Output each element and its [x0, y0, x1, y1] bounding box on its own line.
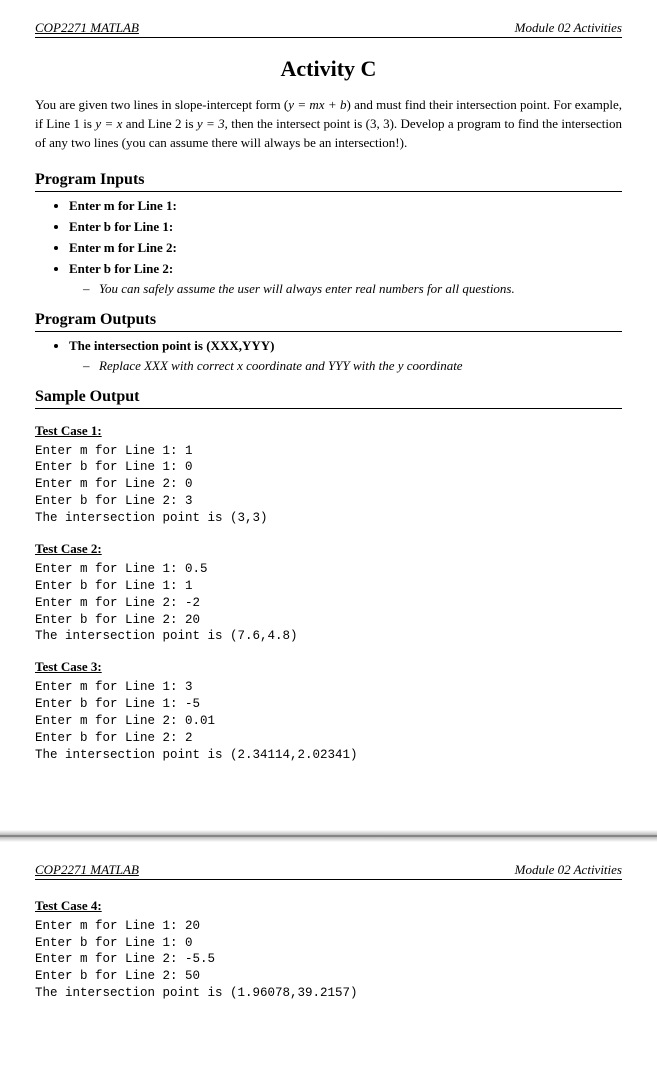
intro-eq-1: y = mx + b — [288, 97, 346, 112]
page-header-2: COP2271 MATLAB Module 02 Activities — [35, 862, 622, 880]
input-item-4-label: Enter b for Line 2: — [69, 261, 173, 276]
tc3-body: Enter m for Line 1: 3 Enter b for Line 1… — [35, 679, 622, 763]
page-1: COP2271 MATLAB Module 02 Activities Acti… — [0, 0, 657, 800]
intro-text-3: and Line 2 is — [122, 116, 197, 131]
tc1-heading: Test Case 1: — [35, 423, 622, 439]
intro-text-1: You are given two lines in slope-interce… — [35, 97, 288, 112]
section-program-outputs: Program Outputs — [35, 311, 622, 332]
header-course: COP2271 MATLAB — [35, 20, 139, 36]
header-module-2: Module 02 Activities — [515, 862, 622, 878]
page-header: COP2271 MATLAB Module 02 Activities — [35, 20, 622, 38]
outputs-note-list: Replace XXX with correct x coordinate an… — [69, 358, 622, 374]
input-item-4: Enter b for Line 2: You can safely assum… — [69, 261, 622, 297]
outputs-note: Replace XXX with correct x coordinate an… — [99, 358, 622, 374]
page-separator — [0, 830, 657, 842]
intro-paragraph: You are given two lines in slope-interce… — [35, 96, 622, 153]
output-item-1: The intersection point is (XXX,YYY) Repl… — [69, 338, 622, 374]
tc2-heading: Test Case 2: — [35, 541, 622, 557]
page-2: COP2271 MATLAB Module 02 Activities Test… — [0, 842, 657, 1038]
tc4-heading: Test Case 4: — [35, 898, 622, 914]
inputs-note-list: You can safely assume the user will alwa… — [69, 281, 622, 297]
inputs-note: You can safely assume the user will alwa… — [99, 281, 622, 297]
section-sample-output: Sample Output — [35, 388, 622, 409]
section-program-inputs: Program Inputs — [35, 171, 622, 192]
tc2-body: Enter m for Line 1: 0.5 Enter b for Line… — [35, 561, 622, 645]
input-item-3: Enter m for Line 2: — [69, 240, 622, 256]
tc1-body: Enter m for Line 1: 1 Enter b for Line 1… — [35, 443, 622, 527]
header-course-2: COP2271 MATLAB — [35, 862, 139, 878]
tc4-body: Enter m for Line 1: 20 Enter b for Line … — [35, 918, 622, 1002]
intro-eq-3: y = 3 — [197, 116, 225, 131]
intro-eq-2: y = x — [95, 116, 122, 131]
output-item-1-label: The intersection point is (XXX,YYY) — [69, 338, 274, 353]
tc3-heading: Test Case 3: — [35, 659, 622, 675]
outputs-list: The intersection point is (XXX,YYY) Repl… — [35, 338, 622, 374]
input-item-1: Enter m for Line 1: — [69, 198, 622, 214]
inputs-list: Enter m for Line 1: Enter b for Line 1: … — [35, 198, 622, 297]
input-item-2: Enter b for Line 1: — [69, 219, 622, 235]
header-module: Module 02 Activities — [515, 20, 622, 36]
activity-title: Activity C — [35, 56, 622, 82]
